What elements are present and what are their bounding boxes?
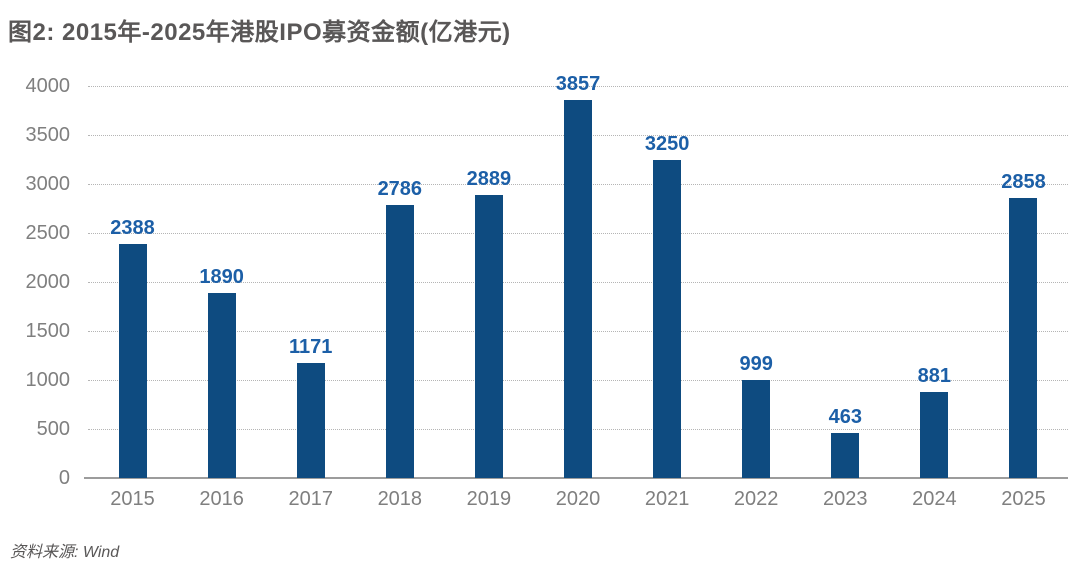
bar-2015 xyxy=(118,243,147,478)
source-note: 资料来源: Wind xyxy=(10,544,120,561)
bar-2019 xyxy=(474,194,503,478)
chart-title: 图2: 2015年-2025年港股IPO募资金额(亿港元) xyxy=(8,19,511,46)
x-axis-tick-label: 2015 xyxy=(110,488,155,510)
value-label-2017: 1171 xyxy=(289,336,333,359)
x-axis-tick-label: 2019 xyxy=(466,488,512,510)
x-axis-tick-label: 2021 xyxy=(644,488,690,510)
y-axis-tick-label: 500 xyxy=(36,418,70,440)
value-label-2024: 881 xyxy=(917,364,952,387)
bar-2025 xyxy=(1009,197,1038,478)
value-label-2021: 3250 xyxy=(644,132,690,155)
gridline xyxy=(88,86,1068,87)
y-axis-tick-label: 1500 xyxy=(25,320,71,342)
x-axis-line xyxy=(84,477,1068,479)
bar-2024 xyxy=(920,391,949,478)
x-axis-tick-label: 2022 xyxy=(733,488,779,510)
y-axis-tick-label: 2500 xyxy=(25,222,71,244)
bar-2022 xyxy=(742,380,771,478)
x-axis-tick-label: 2018 xyxy=(377,488,423,510)
value-label-2019: 2889 xyxy=(466,167,512,190)
x-axis-tick-label: 2024 xyxy=(912,488,957,510)
x-axis-tick-label: 2016 xyxy=(199,488,244,510)
value-label-2025: 2858 xyxy=(1001,170,1046,193)
bar-2021 xyxy=(653,159,682,478)
value-label-2016: 1890 xyxy=(199,265,244,288)
y-axis-tick-label: 4000 xyxy=(25,75,71,97)
y-axis-tick-label: 3000 xyxy=(25,173,71,195)
bar-2023 xyxy=(831,432,860,478)
y-axis-tick-label: 2000 xyxy=(25,271,71,293)
x-axis-tick-label: 2025 xyxy=(1001,488,1046,510)
value-label-2018: 2786 xyxy=(377,177,423,200)
x-axis-tick-label: 2017 xyxy=(288,488,333,510)
x-axis-tick-label: 2023 xyxy=(823,488,868,510)
bar-2020 xyxy=(564,100,592,478)
y-axis-tick-label: 3500 xyxy=(25,124,71,146)
y-axis-tick-label: 0 xyxy=(58,467,70,489)
bar-2017 xyxy=(296,363,325,478)
value-label-2023: 463 xyxy=(828,405,862,428)
value-label-2015: 2388 xyxy=(110,216,155,239)
x-axis-tick-label: 2020 xyxy=(555,488,601,510)
bar-2018 xyxy=(385,204,414,478)
y-axis-tick-label: 1000 xyxy=(25,369,71,391)
ipo-bar-chart: 0 500 1000 1500 2000 2500 3000 3500 4000 2388 2015… xyxy=(0,73,1080,510)
value-label-2020: 3857 xyxy=(555,73,601,96)
bar-2016 xyxy=(207,292,236,478)
value-label-2022: 999 xyxy=(739,353,773,376)
